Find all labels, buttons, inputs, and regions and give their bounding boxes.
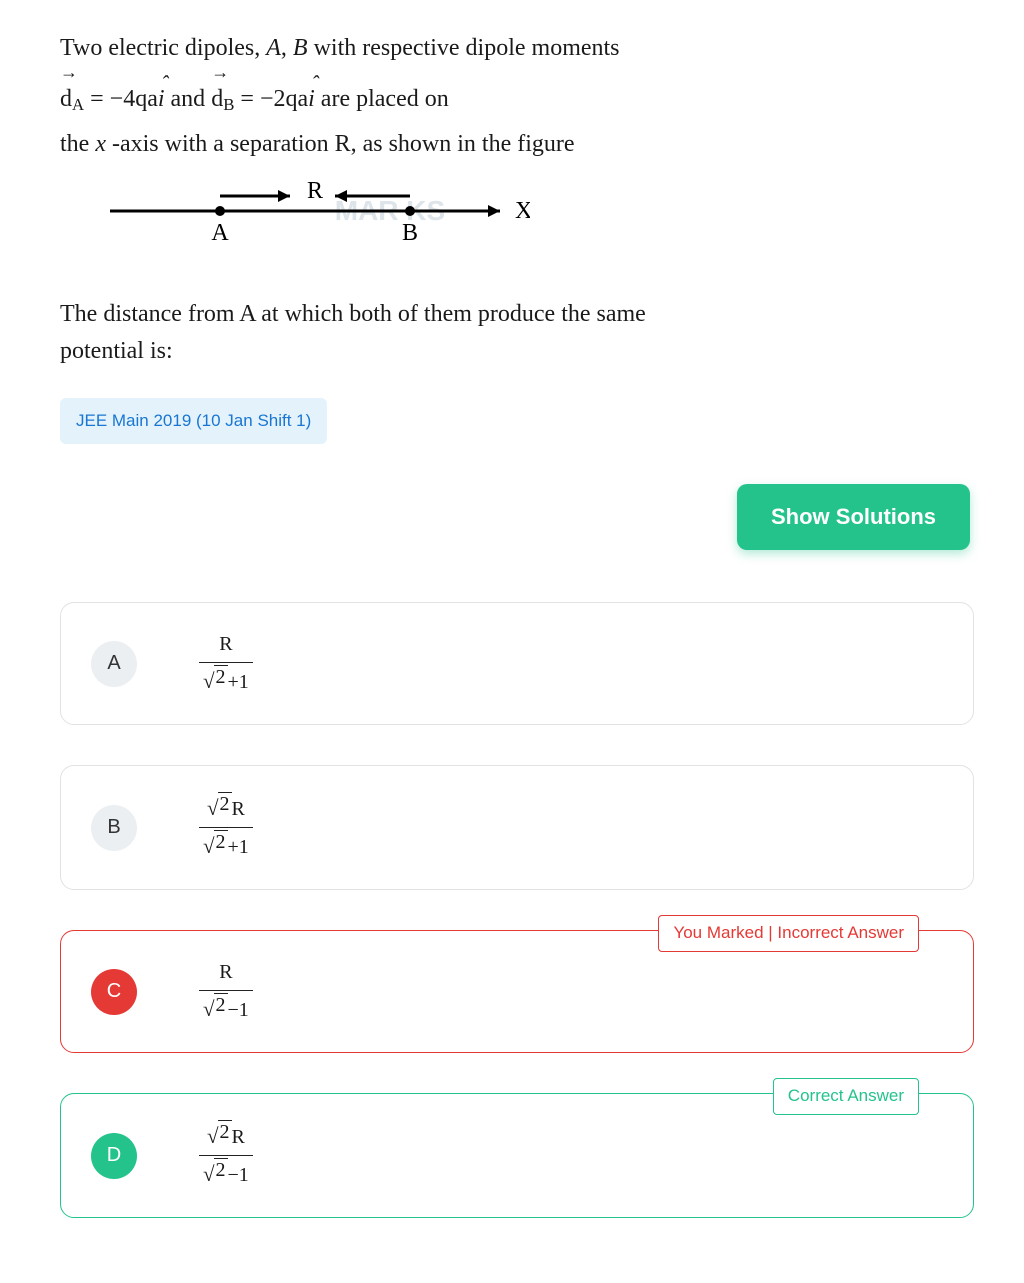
option-formula: √2R √2−1 xyxy=(199,1120,253,1191)
diagram-label-a: A xyxy=(211,220,229,246)
vector-arrow-icon: → xyxy=(60,63,72,81)
i-hat: i xyxy=(308,81,315,118)
sep: , xyxy=(281,35,293,61)
subscript: B xyxy=(223,95,234,114)
option-c[interactable]: You Marked | Incorrect Answer C R √2−1 xyxy=(60,930,974,1053)
option-letter: D xyxy=(91,1133,137,1179)
correct-tag: Correct Answer xyxy=(773,1078,919,1114)
diagram-label-x: X xyxy=(515,198,530,224)
text: with respective dipole moments xyxy=(308,35,620,61)
option-letter: B xyxy=(91,805,137,851)
dipole-diagram: MAR KS A B R X xyxy=(100,178,974,258)
var-b: B xyxy=(293,35,308,61)
question-subtext: The distance from A at which both of the… xyxy=(60,296,974,370)
option-letter: A xyxy=(91,641,137,687)
option-formula: R √2−1 xyxy=(199,957,253,1026)
subscript: A xyxy=(72,95,84,114)
vector-dA: → d xyxy=(60,81,72,118)
diagram-label-b: B xyxy=(402,220,418,246)
var-a: A xyxy=(266,35,281,61)
option-b[interactable]: B √2R √2+1 xyxy=(60,765,974,890)
option-formula: R √2+1 xyxy=(199,629,253,698)
option-letter: C xyxy=(91,969,137,1015)
show-solutions-button[interactable]: Show Solutions xyxy=(737,484,970,550)
question-stem-line2: → d A = −4qai and → d B = −2qai are plac… xyxy=(60,81,974,118)
vector-dB: → d xyxy=(211,81,223,118)
vector-arrow-icon: → xyxy=(211,63,223,81)
option-formula: √2R √2+1 xyxy=(199,792,253,863)
text: Two electric dipoles, xyxy=(60,35,266,61)
option-a[interactable]: A R √2+1 xyxy=(60,602,974,725)
exam-tag: JEE Main 2019 (10 Jan Shift 1) xyxy=(60,398,327,444)
option-d[interactable]: Correct Answer D √2R √2−1 xyxy=(60,1093,974,1218)
question-stem: Two electric dipoles, A, B with respecti… xyxy=(60,30,974,67)
incorrect-tag: You Marked | Incorrect Answer xyxy=(658,915,919,951)
question-stem-line3: the x -axis with a separation R, as show… xyxy=(60,126,974,163)
diagram-label-r: R xyxy=(307,178,323,204)
i-hat: i xyxy=(158,81,165,118)
